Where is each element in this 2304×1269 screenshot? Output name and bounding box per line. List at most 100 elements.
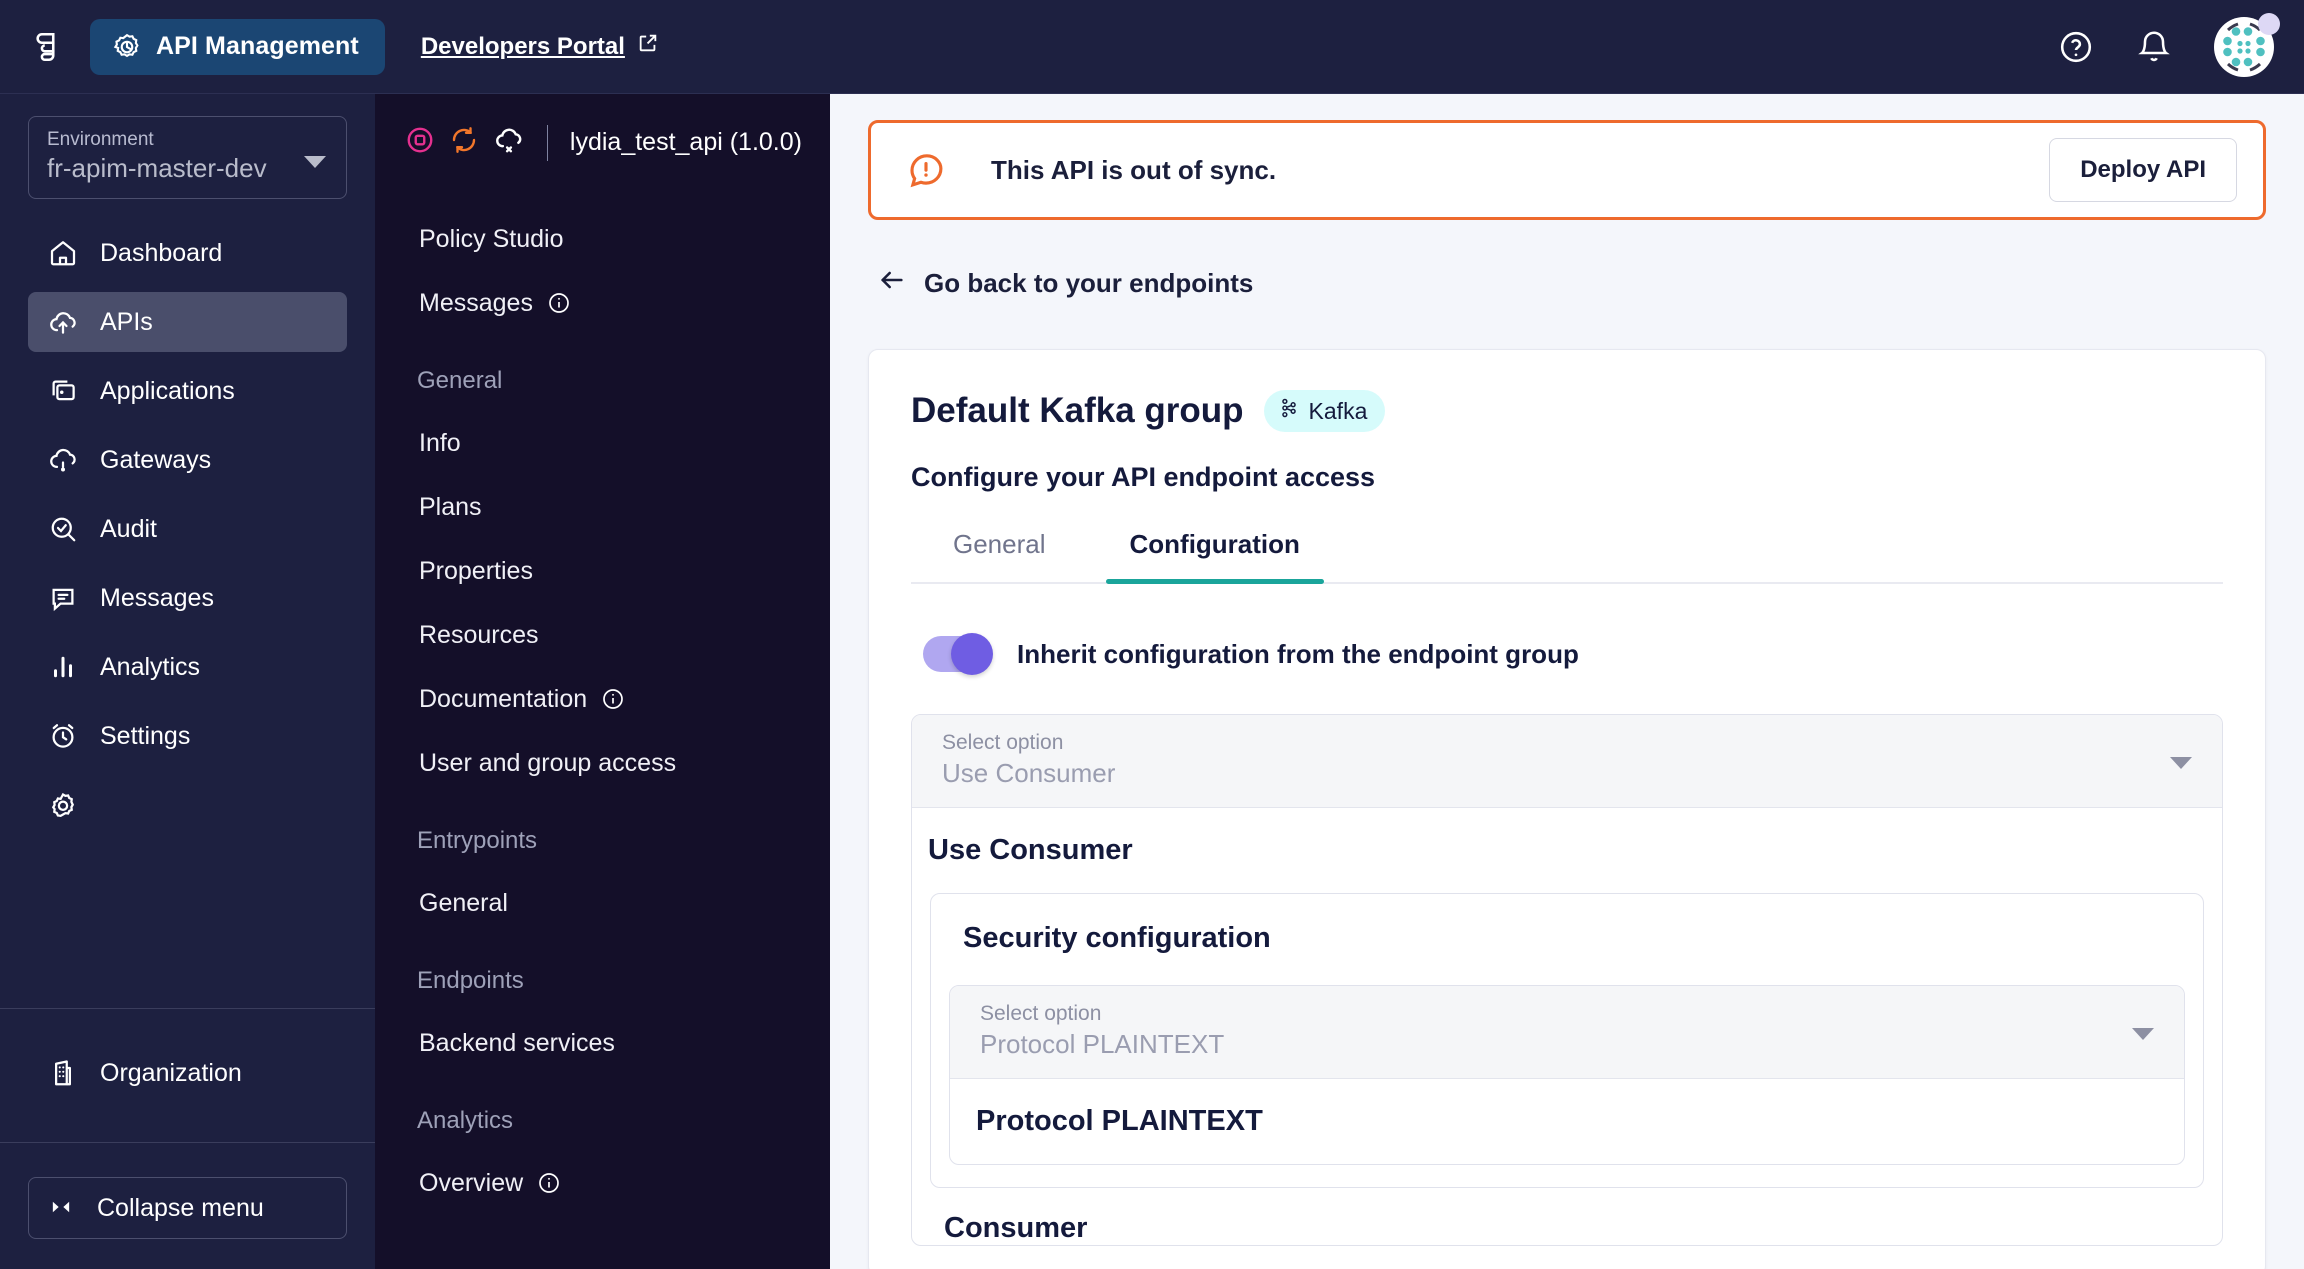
go-back-label: Go back to your endpoints (924, 268, 1254, 298)
sidebar-item-gateways[interactable]: Gateways (28, 430, 347, 490)
developers-portal-link[interactable]: Developers Portal (421, 32, 659, 61)
inherit-configuration-toggle[interactable] (923, 633, 993, 675)
security-configuration-panel: Security configuration Select option Pro… (930, 893, 2204, 1188)
developers-portal-label: Developers Portal (420, 32, 625, 60)
out-of-sync-message: This API is out of sync. (991, 154, 1277, 185)
apinav-item-backend-services[interactable]: Backend services (375, 1011, 830, 1075)
apinav-item-label: Messages (419, 288, 533, 317)
info-icon (601, 687, 625, 711)
not-deployed-cloud-icon (493, 124, 525, 161)
protocol-select[interactable]: Select option Protocol PLAINTEXT (950, 986, 2184, 1079)
sidebar-item-organization[interactable]: Organization (28, 1043, 347, 1103)
message-bubble-icon (46, 581, 80, 615)
tab-general[interactable]: General (953, 529, 1046, 559)
sidebar-item-analytics[interactable]: Analytics (28, 637, 347, 697)
alarm-clock-icon (46, 719, 80, 753)
go-back-to-endpoints-link[interactable]: Go back to your endpoints (878, 266, 2266, 301)
apinav-item-user-and-group-access[interactable]: User and group access (375, 731, 830, 795)
card-tabs: General Configuration (911, 529, 2223, 584)
sidebar-item-label: Analytics (100, 652, 201, 681)
sidebar-divider-top (0, 1008, 375, 1009)
chevron-down-icon (2170, 757, 2192, 769)
sidebar-item-label: Settings (100, 721, 191, 750)
sidebar-item-alerts[interactable]: Settings (28, 706, 347, 766)
use-consumer-heading: Use Consumer (928, 834, 1133, 866)
bell-icon[interactable] (2136, 29, 2172, 65)
apinav-section-general: General (417, 367, 503, 394)
apinav-item-label: Overview (419, 1168, 524, 1197)
gateway-cloud-icon (46, 443, 80, 477)
sidebar-item-messages[interactable]: Messages (28, 568, 347, 628)
tab-configuration[interactable]: Configuration (1088, 529, 1342, 584)
consumer-sub-heading: Consumer (944, 1212, 1088, 1244)
chevron-down-icon (304, 155, 326, 168)
home-icon (46, 236, 80, 270)
topbar-actions (2058, 12, 2280, 77)
card-title-row: Default Kafka group Kafka (911, 390, 2223, 432)
sidebar-item-label: Audit (100, 514, 157, 543)
sidebar-item-audit[interactable]: Audit (28, 499, 347, 559)
collapse-menu-label: Collapse menu (97, 1193, 264, 1222)
api-secondary-sidebar: lydia_test_api (1.0.0) Policy Studio Mes… (375, 94, 830, 1269)
api-cloud-upload-icon (46, 305, 80, 339)
apinav-item-policy-studio[interactable]: Policy Studio (375, 207, 830, 271)
protocol-panel: Select option Protocol PLAINTEXT Protoco… (949, 985, 2185, 1165)
apinav-item-label: Backend services (419, 1028, 615, 1057)
consumer-select[interactable]: Select option Use Consumer (912, 715, 2222, 808)
api-title: lydia_test_api (1.0.0) (569, 128, 802, 156)
avatar-status-badge (2258, 12, 2280, 35)
apinav-item-resources[interactable]: Resources (375, 603, 830, 667)
kafka-icon (1278, 397, 1300, 425)
apinav-item-entrypoints-general[interactable]: General (375, 871, 830, 935)
environment-value: fr-apim-master-dev (47, 153, 267, 183)
collapse-arrows-icon (47, 1193, 77, 1223)
apinav-item-label: User and group access (419, 748, 677, 777)
environment-selector[interactable]: Environment fr-apim-master-dev (28, 116, 347, 199)
api-header: lydia_test_api (1.0.0) (375, 124, 830, 161)
sidebar-item-applications[interactable]: Applications (28, 361, 347, 421)
apinav-item-info[interactable]: Info (375, 411, 830, 475)
product-label: API Management (156, 32, 359, 60)
external-link-icon (637, 32, 659, 61)
user-avatar (2214, 16, 2274, 77)
collapse-menu-button[interactable]: Collapse menu (28, 1177, 347, 1239)
apinav-item-messages[interactable]: Messages (375, 271, 830, 335)
help-circle-icon[interactable] (2058, 29, 2094, 65)
apinav-item-label: Properties (419, 556, 533, 585)
avatar[interactable] (2214, 12, 2280, 77)
select-value: Protocol PLAINTEXT (980, 1029, 1225, 1059)
api-header-divider (547, 124, 548, 161)
apinav-item-properties[interactable]: Properties (375, 539, 830, 603)
sidebar-item-settings[interactable] (28, 775, 347, 835)
apinav-item-overview[interactable]: Overview (375, 1151, 830, 1215)
top-bar: API Management Developers Portal (0, 0, 2304, 94)
badge-label: Kafka (1308, 397, 1368, 424)
endpoint-group-card: Default Kafka group Kafka (868, 349, 2266, 1269)
stopped-circle-icon (405, 125, 435, 160)
sidebar-item-label: Gateways (100, 445, 212, 474)
select-value: Use Consumer (942, 758, 1116, 788)
main-content: This API is out of sync. Deploy API Go b… (830, 94, 2304, 1269)
sidebar-org-group: Organization (0, 1017, 375, 1134)
apinav-item-documentation[interactable]: Documentation (375, 667, 830, 731)
organization-building-icon (46, 1056, 80, 1090)
apinav-item-label: Resources (419, 620, 539, 649)
sidebar-item-label: Organization (100, 1058, 242, 1087)
deploy-api-button[interactable]: Deploy API (2049, 138, 2237, 202)
apinav-item-plans[interactable]: Plans (375, 475, 830, 539)
consumer-panel: Select option Use Consumer Use Consumer … (911, 714, 2223, 1246)
info-icon (537, 1171, 561, 1195)
protocol-heading: Protocol PLAINTEXT (976, 1105, 1263, 1137)
sidebar-item-apis[interactable]: APIs (28, 292, 347, 352)
apinav-section-analytics: Analytics (417, 1107, 514, 1134)
applications-icon (46, 374, 80, 408)
info-icon (547, 291, 571, 315)
gravitee-logo-icon[interactable] (28, 26, 70, 68)
card-subtitle: Configure your API endpoint access (911, 462, 1376, 492)
chevron-down-icon (2132, 1028, 2154, 1040)
sidebar-item-label: Messages (100, 583, 214, 612)
alert-exclamation-icon (905, 149, 947, 191)
sidebar-item-dashboard[interactable]: Dashboard (28, 223, 347, 283)
product-switcher-api-management[interactable]: API Management (90, 18, 385, 75)
